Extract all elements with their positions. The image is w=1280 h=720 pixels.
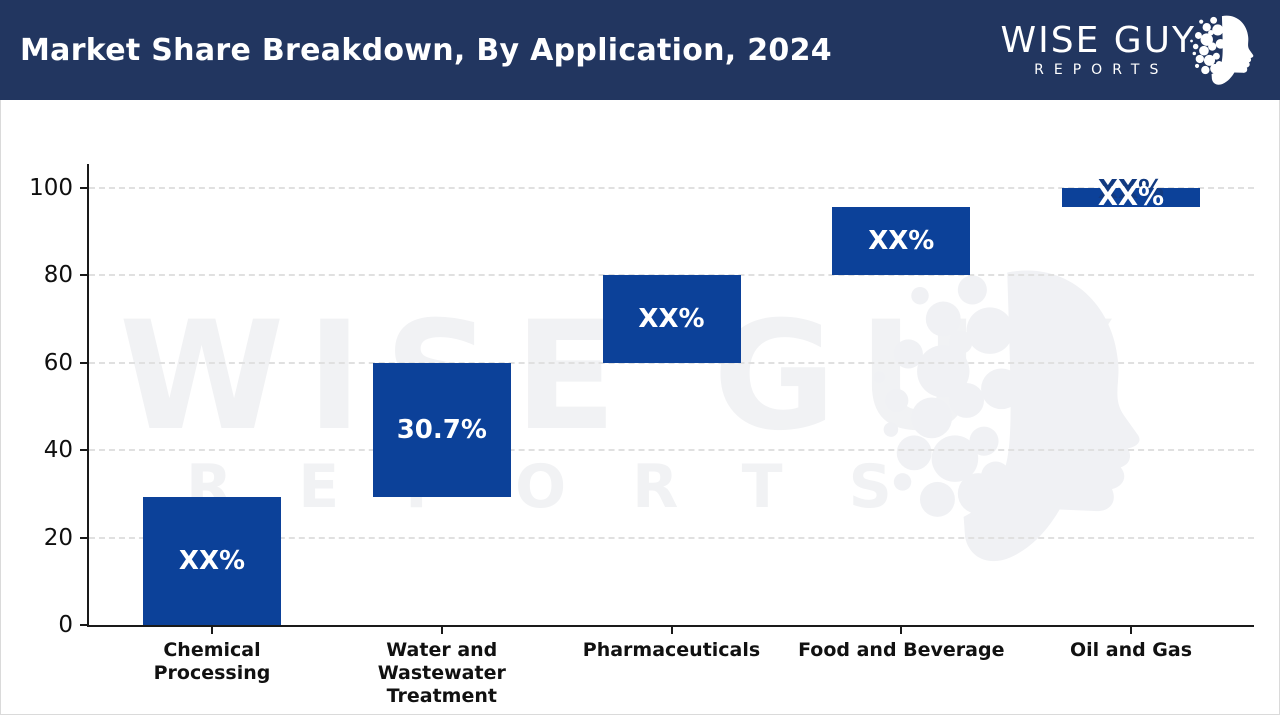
brand-logo-text: WISE GUY REPORTS xyxy=(1000,20,1197,78)
brand-logo: WISE GUY REPORTS xyxy=(1001,9,1263,91)
x-category-label: Chemical Processing xyxy=(153,639,271,684)
y-tick-label: 60 xyxy=(43,349,73,376)
bar-value-label: XX% xyxy=(638,303,705,334)
y-tick-mark xyxy=(80,361,89,364)
x-tick-mark xyxy=(440,627,443,634)
bar-segment: XX% xyxy=(143,496,281,625)
brand-subtitle: REPORTS xyxy=(1034,62,1169,78)
x-tick-mark xyxy=(1130,627,1132,634)
bar-segment: XX% xyxy=(832,207,971,275)
header-bar: Market Share Breakdown, By Application, … xyxy=(0,0,1280,100)
y-tick-mark xyxy=(80,186,89,189)
y-tick-mark xyxy=(80,536,89,539)
y-tick-mark xyxy=(80,449,89,451)
y-tick-mark xyxy=(80,274,89,276)
y-tick-label: 20 xyxy=(43,524,73,551)
bar-segment: 30.7% xyxy=(372,362,511,497)
gridline xyxy=(89,449,1254,451)
x-category-label: Oil and Gas xyxy=(1069,639,1193,661)
dotted-head-icon xyxy=(1190,15,1254,85)
y-tick-label: 100 xyxy=(29,174,73,201)
y-tick-label: 0 xyxy=(58,612,73,638)
bar-value-label: XX% xyxy=(868,226,935,257)
y-tick-label: 40 xyxy=(43,437,73,463)
bar-value-label: XX% xyxy=(178,545,246,576)
x-category-label: Pharmaceuticals xyxy=(582,639,761,661)
x-tick-mark xyxy=(900,627,903,634)
gridline xyxy=(89,536,1254,539)
x-axis-spine xyxy=(87,625,1254,627)
y-tick-mark xyxy=(80,624,89,626)
brand-name: WISE GUY xyxy=(1000,20,1196,61)
y-axis-spine xyxy=(87,164,89,627)
bar-segment: XX% xyxy=(602,275,741,363)
bar-segment: XX% XX% xyxy=(1062,177,1200,210)
bar-value-label-overflow: XX% xyxy=(1097,175,1165,206)
x-category-label: Food and Beverage xyxy=(798,639,1005,661)
bar-value-label: 30.7% xyxy=(396,414,487,445)
gridline xyxy=(89,186,1254,189)
x-tick-mark xyxy=(670,627,673,634)
y-tick-label: 80 xyxy=(43,262,73,288)
watermark-brand-subtitle: REPORTS xyxy=(186,452,958,522)
gridline xyxy=(89,361,1254,364)
x-tick-mark xyxy=(211,627,213,634)
chart-card: WISE GUY REPORTS 0 20 40 60 80 100 XX% 30.7% XX… xyxy=(0,100,1280,715)
page-title: Market Share Breakdown, By Application, … xyxy=(20,32,832,68)
bar-value-label: XX% xyxy=(1097,182,1165,213)
x-category-label: Water and Wastewater Treatment xyxy=(377,639,506,707)
